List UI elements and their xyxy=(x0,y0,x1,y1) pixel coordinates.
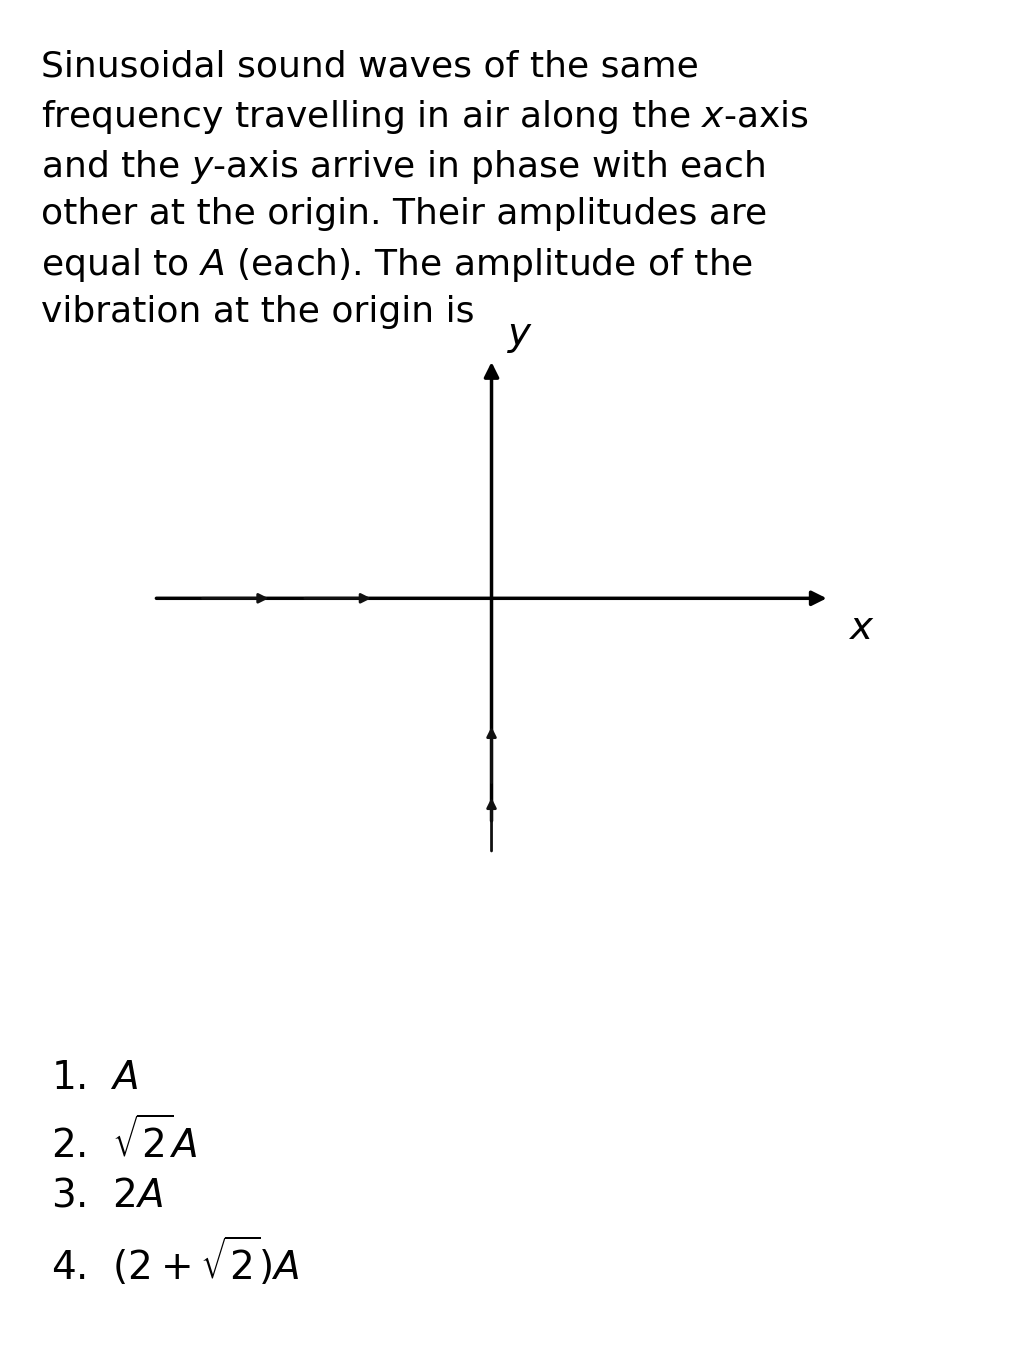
Text: 2.  $\sqrt{2}A$: 2. $\sqrt{2}A$ xyxy=(51,1117,198,1167)
Text: other at the origin. Their amplitudes are: other at the origin. Their amplitudes ar… xyxy=(41,197,767,231)
Text: $x$: $x$ xyxy=(848,609,874,647)
Text: vibration at the origin is: vibration at the origin is xyxy=(41,295,474,329)
Text: $y$: $y$ xyxy=(507,317,534,355)
Text: equal to $A$ (each). The amplitude of the: equal to $A$ (each). The amplitude of th… xyxy=(41,246,754,284)
Text: 4.  $(2 + \sqrt{2})A$: 4. $(2 + \sqrt{2})A$ xyxy=(51,1235,300,1288)
Text: and the $y$-axis arrive in phase with each: and the $y$-axis arrive in phase with ea… xyxy=(41,148,765,186)
Text: frequency travelling in air along the $x$-axis: frequency travelling in air along the $x… xyxy=(41,98,809,137)
Text: Sinusoidal sound waves of the same: Sinusoidal sound waves of the same xyxy=(41,49,698,83)
Text: 3.  $2A$: 3. $2A$ xyxy=(51,1176,164,1214)
Text: 1.  $A$: 1. $A$ xyxy=(51,1059,139,1097)
